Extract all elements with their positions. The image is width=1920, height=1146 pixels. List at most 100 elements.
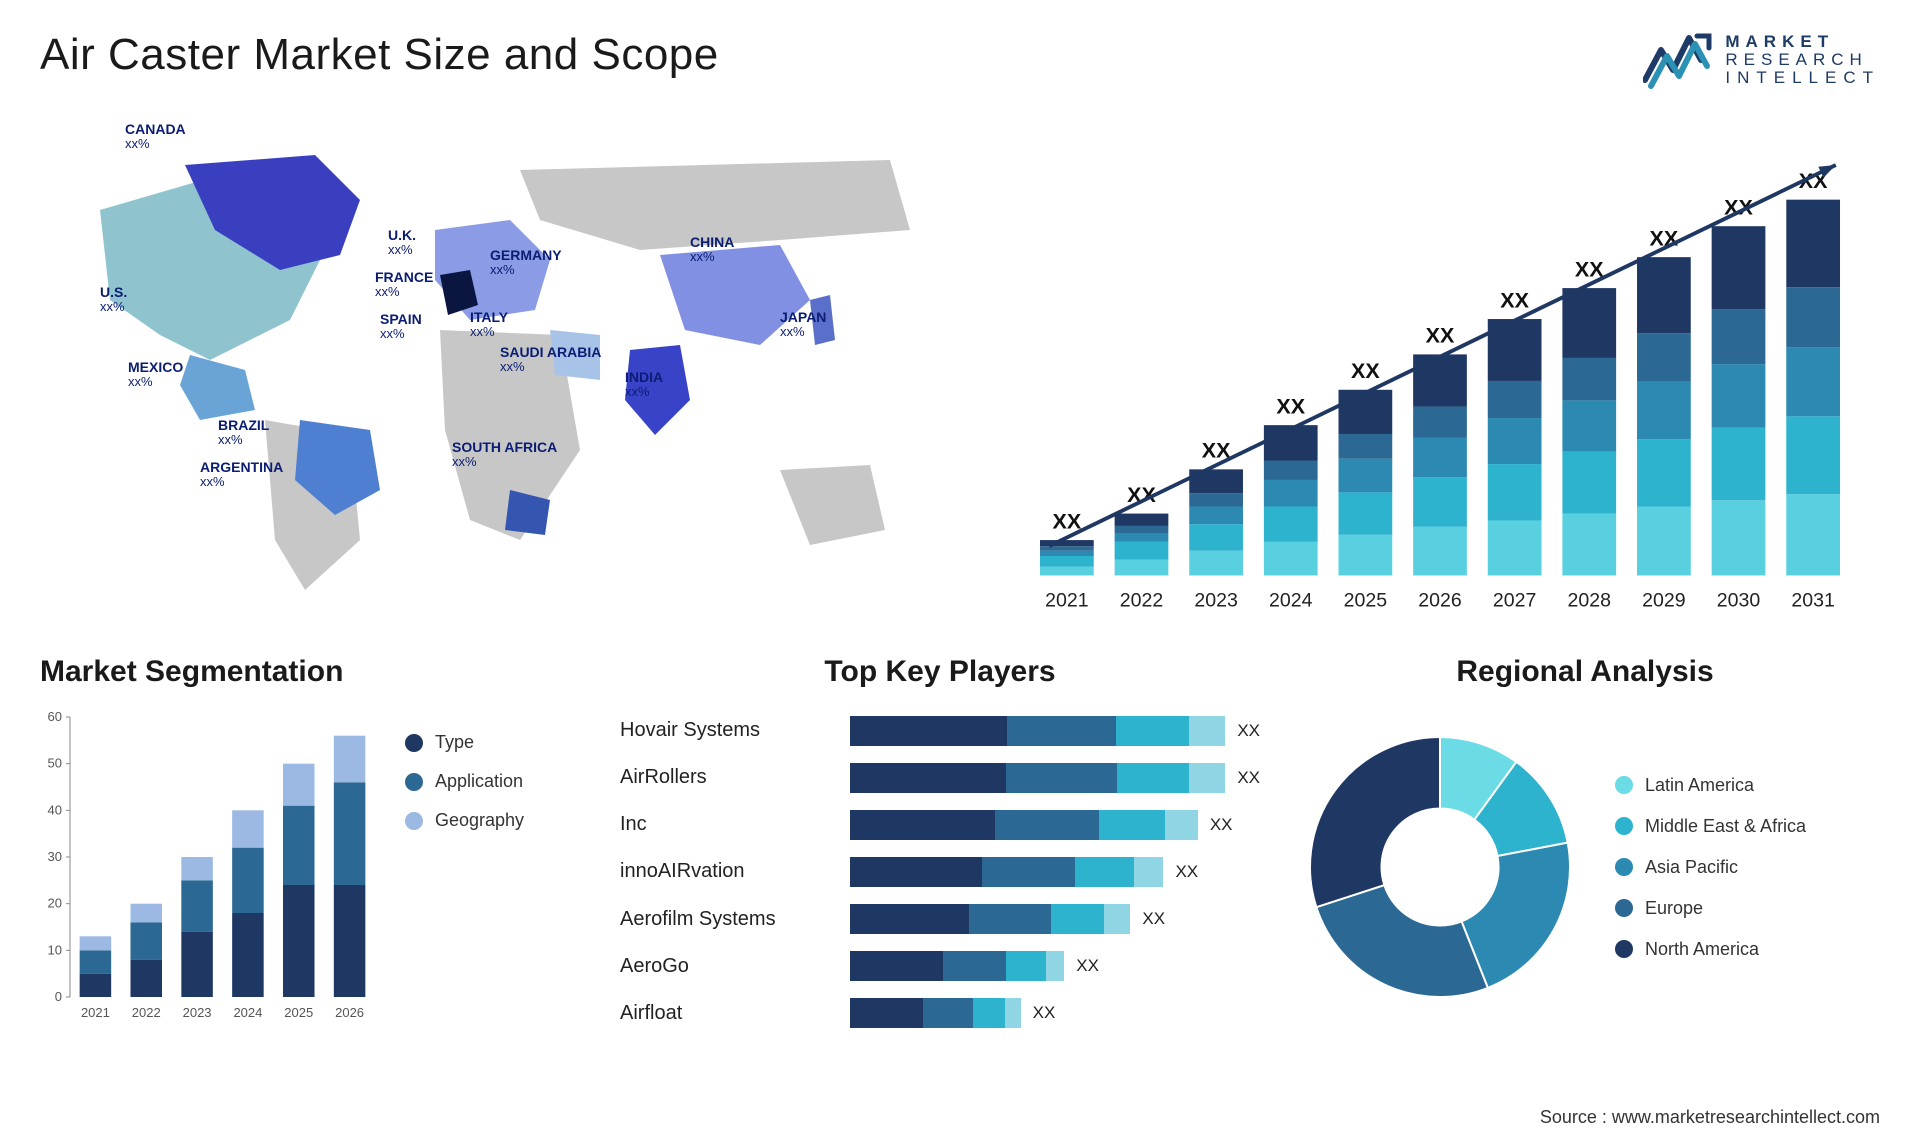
regional-legend: Latin America Middle East & Africa Asia Pa… bbox=[1615, 775, 1806, 960]
growth-bar bbox=[1786, 494, 1840, 575]
legend-label: Middle East & Africa bbox=[1645, 816, 1806, 837]
player-bar-segment bbox=[850, 998, 923, 1028]
player-bar-segment bbox=[1099, 810, 1165, 840]
seg-bar bbox=[283, 806, 315, 885]
growth-bar bbox=[1786, 200, 1840, 288]
segmentation-chart: 0102030405060202120222023202420252026 bbox=[40, 707, 380, 1027]
regional-legend-item: Asia Pacific bbox=[1615, 857, 1806, 878]
regional-body: Latin America Middle East & Africa Asia Pa… bbox=[1290, 707, 1880, 1027]
growth-bar bbox=[1115, 526, 1169, 533]
donut-segment bbox=[1316, 885, 1487, 997]
seg-bar bbox=[283, 885, 315, 997]
logo-text: MARKET RESEARCH INTELLECT bbox=[1725, 33, 1880, 87]
legend-label: Europe bbox=[1645, 898, 1703, 919]
growth-xcat: 2023 bbox=[1194, 590, 1237, 612]
growth-bar bbox=[1189, 493, 1243, 506]
player-name: AeroGo bbox=[620, 955, 830, 978]
growth-bar bbox=[1637, 506, 1691, 575]
player-bar-segment bbox=[973, 998, 1005, 1028]
seg-xcat: 2025 bbox=[284, 1005, 313, 1020]
seg-ylabel: 10 bbox=[48, 942, 62, 957]
player-bar-segment bbox=[1006, 763, 1117, 793]
seg-legend-item: Geography bbox=[405, 810, 524, 831]
players-bars: XXXXXXXXXXXXXX bbox=[850, 707, 1260, 1037]
player-bar-segment bbox=[850, 857, 982, 887]
growth-chart-panel: XX2021XX2022XX2023XX2024XX2025XX2026XX20… bbox=[1000, 110, 1880, 630]
growth-bar bbox=[1189, 551, 1243, 576]
growth-bar-label: XX bbox=[1426, 324, 1455, 348]
player-bar-row: XX bbox=[850, 856, 1260, 888]
growth-bar-label: XX bbox=[1500, 288, 1529, 312]
growth-bar bbox=[1339, 535, 1393, 576]
growth-bar bbox=[1189, 524, 1243, 551]
growth-bar-label: XX bbox=[1351, 359, 1380, 383]
growth-bar bbox=[1189, 506, 1243, 524]
seg-bar bbox=[130, 904, 162, 923]
swatch-icon bbox=[1615, 817, 1633, 835]
player-stacked-bar bbox=[850, 951, 1064, 981]
seg-legend-item: Application bbox=[405, 771, 524, 792]
growth-bar bbox=[1339, 390, 1393, 434]
player-bar-segment bbox=[995, 810, 1098, 840]
growth-bar bbox=[1413, 477, 1467, 527]
legend-label: Type bbox=[435, 732, 474, 753]
swatch-icon bbox=[1615, 858, 1633, 876]
seg-bar bbox=[181, 857, 213, 880]
seg-bar bbox=[181, 880, 213, 931]
swatch-icon bbox=[1615, 776, 1633, 794]
player-bar-segment bbox=[923, 998, 973, 1028]
donut-wrap bbox=[1290, 717, 1590, 1017]
seg-ylabel: 20 bbox=[48, 896, 62, 911]
map-label-brazil: BRAZILxx% bbox=[218, 418, 269, 448]
player-stacked-bar bbox=[850, 857, 1163, 887]
player-bar-row: XX bbox=[850, 762, 1260, 794]
seg-ylabel: 0 bbox=[55, 989, 62, 1004]
growth-bar bbox=[1712, 309, 1766, 364]
seg-bar bbox=[181, 932, 213, 997]
growth-bar bbox=[1264, 480, 1318, 507]
player-bar-segment bbox=[1075, 857, 1135, 887]
growth-bar bbox=[1712, 226, 1766, 309]
player-bar-value: XX bbox=[1033, 1003, 1056, 1023]
growth-bar bbox=[1413, 407, 1467, 438]
player-name: innoAIRvation bbox=[620, 860, 830, 883]
seg-ylabel: 60 bbox=[48, 709, 62, 724]
seg-xcat: 2022 bbox=[132, 1005, 161, 1020]
regional-legend-item: Europe bbox=[1615, 898, 1806, 919]
player-name: Hovair Systems bbox=[620, 719, 830, 742]
growth-bar bbox=[1339, 492, 1393, 534]
growth-bar bbox=[1413, 354, 1467, 406]
map-label-india: INDIAxx% bbox=[625, 370, 663, 400]
growth-bar-label: XX bbox=[1276, 394, 1305, 418]
players-panel: Top Key Players Hovair SystemsAirRollers… bbox=[620, 655, 1260, 1065]
map-label-italy: ITALYxx% bbox=[470, 310, 508, 340]
growth-bar bbox=[1488, 381, 1542, 418]
header: Air Caster Market Size and Scope MARKET … bbox=[40, 30, 1880, 90]
growth-bar bbox=[1562, 514, 1616, 576]
growth-bar bbox=[1562, 452, 1616, 514]
map-label-saudiarabia: SAUDI ARABIAxx% bbox=[500, 345, 601, 375]
map-label-uk: U.K.xx% bbox=[388, 228, 416, 258]
player-bar-value: XX bbox=[1142, 909, 1165, 929]
swatch-icon bbox=[1615, 940, 1633, 958]
growth-bar bbox=[1040, 540, 1094, 546]
players-title: Top Key Players bbox=[620, 655, 1260, 689]
legend-label: North America bbox=[1645, 939, 1759, 960]
growth-xcat: 2031 bbox=[1791, 590, 1834, 612]
growth-bar bbox=[1637, 333, 1691, 382]
growth-xcat: 2028 bbox=[1568, 590, 1612, 612]
growth-bar bbox=[1413, 438, 1467, 478]
player-bar-segment bbox=[1007, 716, 1116, 746]
growth-xcat: 2029 bbox=[1642, 590, 1685, 612]
swatch-icon bbox=[405, 734, 423, 752]
growth-bar bbox=[1040, 546, 1094, 550]
map-label-germany: GERMANYxx% bbox=[490, 248, 562, 278]
segmentation-body: 0102030405060202120222023202420252026 Ty… bbox=[40, 707, 590, 1027]
player-bar-value: XX bbox=[1175, 862, 1198, 882]
seg-bar bbox=[80, 974, 112, 997]
seg-ylabel: 40 bbox=[48, 802, 62, 817]
segmentation-legend: Type Application Geography bbox=[405, 707, 524, 1027]
player-bar-segment bbox=[850, 810, 995, 840]
regional-legend-item: Latin America bbox=[1615, 775, 1806, 796]
growth-bar bbox=[1488, 418, 1542, 464]
